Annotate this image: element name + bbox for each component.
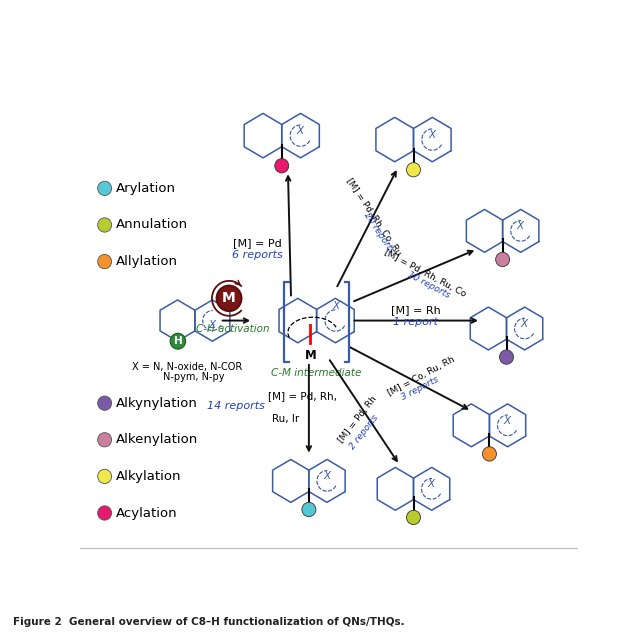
Text: 3 reports: 3 reports	[399, 375, 440, 402]
Circle shape	[406, 162, 421, 177]
Text: 2 reports: 2 reports	[348, 413, 380, 451]
Circle shape	[98, 506, 112, 520]
Circle shape	[216, 286, 241, 311]
Text: X: X	[428, 479, 435, 489]
Text: 20 reports: 20 reports	[362, 211, 395, 256]
Circle shape	[170, 333, 186, 349]
Circle shape	[98, 181, 112, 195]
Text: [M] = Pd, Rh, Ru, Co: [M] = Pd, Rh, Ru, Co	[383, 247, 467, 299]
Text: 14 reports: 14 reports	[207, 401, 265, 410]
Text: C-H activation: C-H activation	[196, 324, 270, 333]
Text: Allylation: Allylation	[116, 255, 177, 268]
Text: Acylation: Acylation	[116, 507, 177, 519]
Text: X: X	[521, 319, 528, 329]
Text: [M] = Pd, Rh,: [M] = Pd, Rh,	[268, 392, 337, 401]
Text: X: X	[297, 126, 304, 136]
Text: 6 reports: 6 reports	[232, 250, 282, 260]
Text: Alkenylation: Alkenylation	[116, 433, 198, 446]
Circle shape	[483, 447, 496, 461]
Text: Annulation: Annulation	[116, 219, 187, 231]
Circle shape	[302, 502, 316, 517]
Circle shape	[98, 254, 112, 269]
Text: [M] = Rh: [M] = Rh	[391, 305, 440, 315]
Circle shape	[496, 252, 510, 266]
Text: [M] = Pd: [M] = Pd	[232, 238, 281, 248]
Text: [M] = Co, Ru, Rh: [M] = Co, Ru, Rh	[386, 354, 456, 398]
Text: Ru, Ir: Ru, Ir	[272, 414, 300, 424]
Text: X: X	[429, 130, 436, 140]
Text: M: M	[222, 292, 236, 306]
Text: X: X	[323, 471, 330, 481]
Circle shape	[98, 469, 112, 484]
Circle shape	[98, 396, 112, 410]
Text: X: X	[517, 221, 524, 231]
Text: C-M intermediate: C-M intermediate	[272, 368, 362, 378]
Text: X = N, N-oxide, N-COR: X = N, N-oxide, N-COR	[132, 362, 242, 372]
Circle shape	[98, 218, 112, 232]
Text: 10 reports: 10 reports	[406, 270, 452, 300]
Text: [M] = Pd, Rh, Co, Ru: [M] = Pd, Rh, Co, Ru	[344, 177, 403, 258]
Text: Figure 2  General overview of C8–H functionalization of QNs/THQs.: Figure 2 General overview of C8–H functi…	[13, 617, 404, 627]
Text: X: X	[504, 415, 511, 425]
Circle shape	[499, 350, 514, 364]
Text: N-pym, N-py: N-pym, N-py	[162, 372, 224, 382]
Text: M: M	[304, 349, 317, 362]
Text: Alkynylation: Alkynylation	[116, 397, 197, 410]
Text: 1 report: 1 report	[394, 317, 438, 327]
Circle shape	[406, 510, 421, 524]
Circle shape	[275, 158, 289, 173]
Text: Alkylation: Alkylation	[116, 470, 181, 483]
Text: X: X	[209, 320, 216, 330]
Circle shape	[98, 432, 112, 447]
Text: [M] = Pd, Rh: [M] = Pd, Rh	[336, 394, 379, 444]
Text: H: H	[173, 336, 182, 346]
Text: Arylation: Arylation	[116, 182, 175, 195]
Text: X: X	[333, 301, 340, 311]
